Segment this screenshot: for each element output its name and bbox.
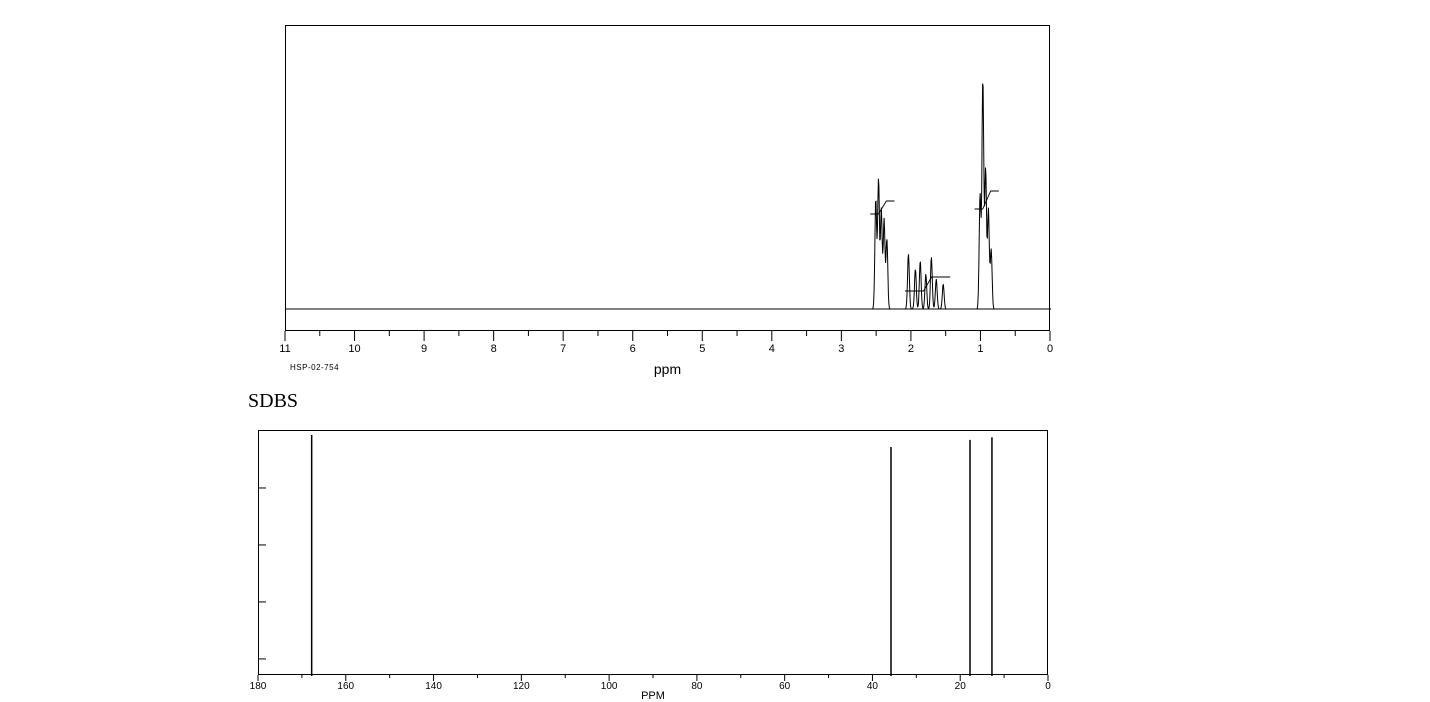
hnmr-tick: 11 — [279, 343, 290, 355]
hnmr-tick: 10 — [348, 343, 360, 355]
cnmr-tick: 120 — [513, 681, 530, 692]
sdbs-label: SDBS — [248, 390, 298, 413]
cnmr-tick: 20 — [955, 681, 966, 692]
hnmr-tick: 9 — [421, 343, 427, 355]
cnmr-spectrum: 020406080100120140160180 PPM — [258, 430, 1048, 675]
hnmr-svg — [286, 26, 1051, 332]
cnmr-plot-area — [258, 430, 1048, 675]
cnmr-tick: 60 — [779, 681, 790, 692]
cnmr-tick: 180 — [250, 681, 267, 692]
hnmr-axis-label: ppm — [654, 361, 681, 377]
hnmr-tick: 1 — [977, 343, 983, 355]
hnmr-caption: HSP-02-754 — [290, 363, 339, 372]
hnmr-tick: 2 — [908, 343, 914, 355]
cnmr-tick: 80 — [691, 681, 702, 692]
cnmr-tick: 40 — [867, 681, 878, 692]
hnmr-tick: 7 — [560, 343, 566, 355]
cnmr-axis-label: PPM — [641, 690, 665, 702]
hnmr-spectrum: 01234567891011 ppm HSP-02-754 — [285, 25, 1050, 331]
hnmr-plot-area — [285, 25, 1050, 331]
hnmr-tick: 6 — [630, 343, 636, 355]
cnmr-tick: 140 — [425, 681, 442, 692]
hnmr-tick: 5 — [699, 343, 705, 355]
hnmr-tick: 4 — [769, 343, 775, 355]
hnmr-tick: 8 — [491, 343, 497, 355]
cnmr-svg — [259, 431, 1049, 676]
hnmr-axis-ticks — [275, 331, 1060, 361]
hnmr-tick: 0 — [1047, 343, 1053, 355]
hnmr-tick: 3 — [838, 343, 844, 355]
cnmr-tick: 100 — [601, 681, 618, 692]
cnmr-tick: 160 — [337, 681, 354, 692]
cnmr-tick: 0 — [1045, 681, 1051, 692]
